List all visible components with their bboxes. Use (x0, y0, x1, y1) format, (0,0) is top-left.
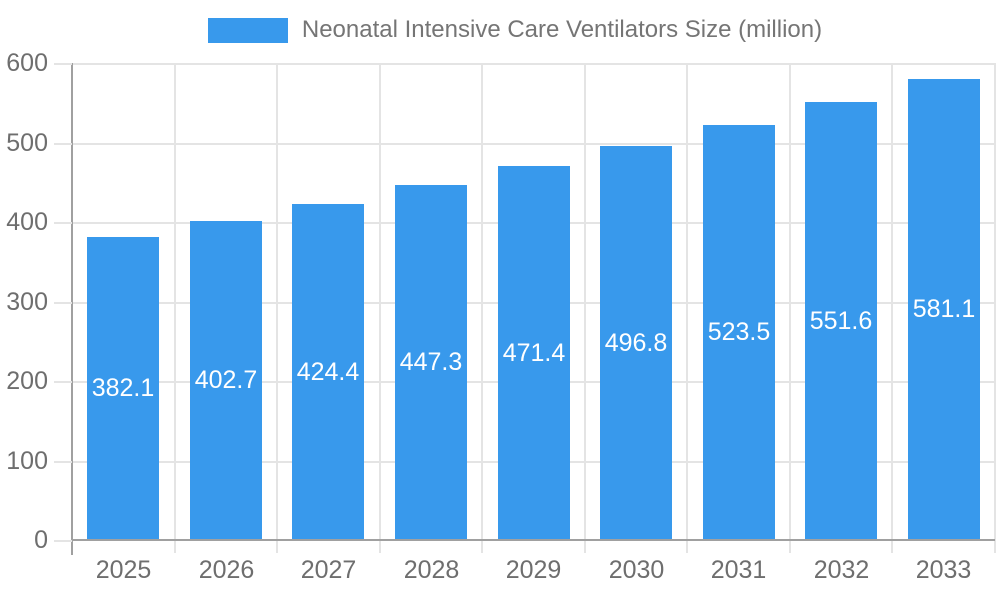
x-axis-tick (276, 541, 278, 553)
x-tick-label: 2033 (915, 556, 972, 584)
v-gridline (584, 63, 586, 541)
x-tick-label: 2029 (505, 556, 562, 584)
y-tick-label: 200 (6, 367, 48, 395)
x-tick-label: 2025 (95, 556, 152, 584)
y-tick-label: 0 (34, 526, 48, 554)
bar-2025[interactable] (87, 237, 159, 540)
bar-2031[interactable] (703, 125, 775, 540)
x-axis-tick (686, 541, 688, 553)
x-tick-label: 2031 (710, 556, 767, 584)
y-tick-label: 600 (6, 49, 48, 77)
x-tick-label: 2028 (403, 556, 460, 584)
bar-2032[interactable] (805, 102, 877, 540)
y-axis-tick (54, 222, 72, 224)
bar-2030[interactable] (600, 146, 672, 540)
v-gridline (379, 63, 381, 541)
x-axis-tick (481, 541, 483, 553)
x-tick-label: 2030 (608, 556, 665, 584)
bar-2028[interactable] (395, 185, 467, 540)
bar-value-label: 402.7 (194, 366, 258, 394)
bar-2027[interactable] (292, 204, 364, 540)
y-tick-label: 300 (6, 288, 48, 316)
x-axis-tick (789, 541, 791, 553)
bar-value-label: 447.3 (399, 348, 463, 376)
y-axis-tick (54, 302, 72, 304)
y-axis-tick (54, 540, 72, 542)
x-tick-label: 2027 (300, 556, 357, 584)
v-gridline (994, 63, 996, 541)
y-axis-tick (54, 381, 72, 383)
v-gridline (174, 63, 176, 541)
x-axis-line (71, 539, 995, 541)
legend-label: Neonatal Intensive Care Ventilators Size… (301, 16, 823, 43)
legend[interactable]: Neonatal Intensive Care Ventilators Size… (0, 15, 1000, 45)
x-axis-tick (379, 541, 381, 553)
bar-2033[interactable] (908, 79, 980, 540)
bar-value-label: 551.6 (809, 307, 873, 335)
x-axis-tick (584, 541, 586, 553)
y-tick-label: 500 (6, 129, 48, 157)
y-axis-line (71, 63, 73, 555)
v-gridline (481, 63, 483, 541)
bar-value-label: 496.8 (604, 329, 668, 357)
v-gridline (891, 63, 893, 541)
bar-2026[interactable] (190, 221, 262, 540)
y-axis-tick (54, 461, 72, 463)
y-tick-label: 100 (6, 447, 48, 475)
bar-value-label: 581.1 (912, 295, 976, 323)
plot-area: 382.1 402.7 424.4 447.3 471.4 496.8 523.5 551.6… (72, 63, 996, 541)
bar-2029[interactable] (498, 166, 570, 540)
bar-value-label: 382.1 (91, 374, 155, 402)
bar-value-label: 523.5 (707, 318, 771, 346)
y-axis-tick (54, 63, 72, 65)
v-gridline (276, 63, 278, 541)
h-gridline (72, 143, 995, 145)
x-axis-tick (891, 541, 893, 553)
x-tick-label: 2032 (813, 556, 870, 584)
h-gridline (72, 63, 995, 65)
bar-value-label: 471.4 (502, 339, 566, 367)
v-gridline (686, 63, 688, 541)
y-axis-tick (54, 143, 72, 145)
x-tick-label: 2026 (198, 556, 255, 584)
x-axis-tick (174, 541, 176, 553)
y-tick-label: 400 (6, 208, 48, 236)
x-axis-tick (994, 541, 996, 553)
bar-value-label: 424.4 (296, 358, 360, 386)
v-gridline (789, 63, 791, 541)
legend-swatch (207, 17, 288, 43)
